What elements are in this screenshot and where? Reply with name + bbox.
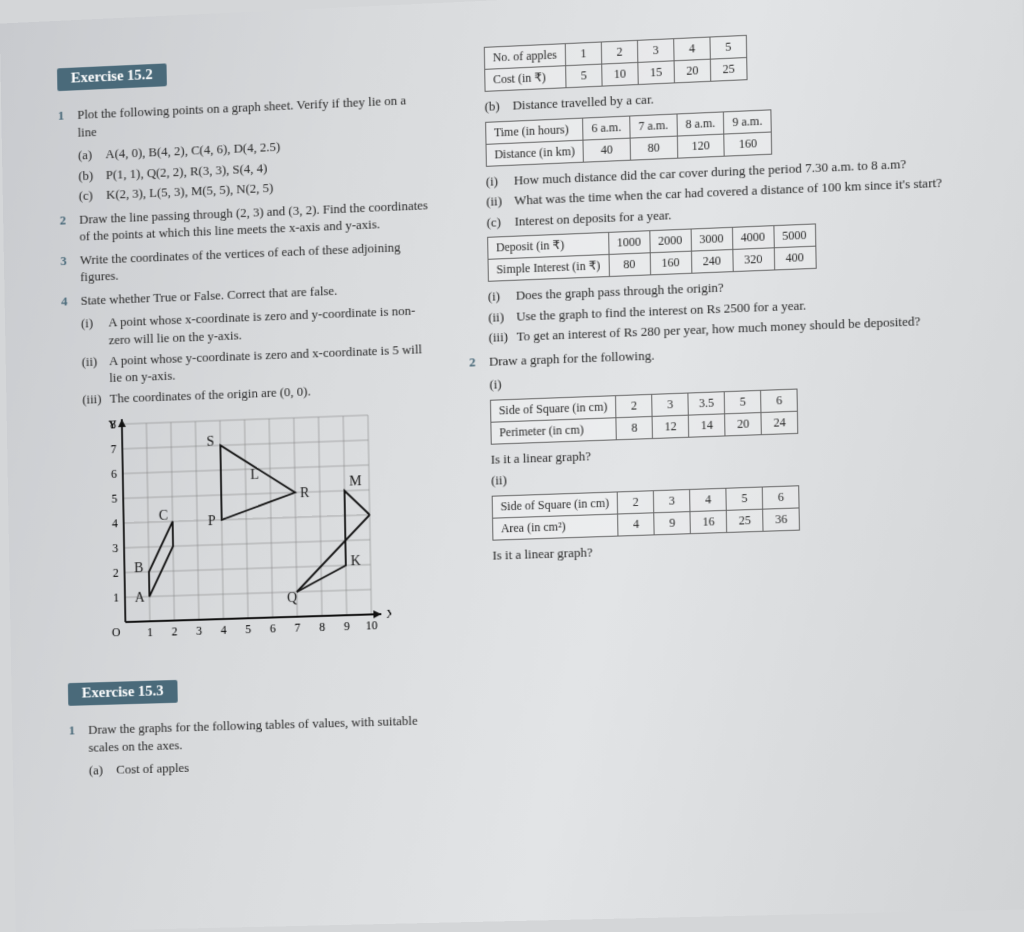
grid-svg: X Y O 123 456 789 10 123 456 78 xyxy=(92,405,392,663)
svg-text:3: 3 xyxy=(196,624,202,638)
svg-text:8: 8 xyxy=(319,620,325,634)
svg-text:4: 4 xyxy=(221,623,227,637)
q-text: Draw the graphs for the following tables… xyxy=(88,711,440,756)
distance-table: Time (in hours) 6 a.m. 7 a.m. 8 a.m. 9 a… xyxy=(485,109,772,167)
exercise-15-3-header: Exercise 15.3 xyxy=(68,680,178,706)
svg-text:6: 6 xyxy=(270,621,276,635)
svg-text:9: 9 xyxy=(344,619,350,633)
svg-text:A: A xyxy=(135,591,145,606)
svg-text:M: M xyxy=(349,474,362,489)
sub-a: (a)Cost of apples xyxy=(89,752,441,779)
svg-text:K: K xyxy=(351,554,361,569)
svg-text:4: 4 xyxy=(112,516,118,530)
textbook-page: Exercise 15.2 1 Plot the following point… xyxy=(0,0,1024,932)
q-num: 1 xyxy=(69,721,89,756)
svg-text:3: 3 xyxy=(112,541,118,555)
q-num: 1 xyxy=(58,106,78,142)
svg-text:5: 5 xyxy=(245,622,251,636)
svg-text:6: 6 xyxy=(111,467,117,481)
svg-text:1: 1 xyxy=(113,591,119,605)
interest-table: Deposit (in ₹) 1000 2000 3000 4000 5000 … xyxy=(487,224,817,282)
svg-text:7: 7 xyxy=(111,442,117,456)
svg-text:O: O xyxy=(112,625,121,639)
coordinate-grid-figure: X Y O 123 456 789 10 123 456 78 xyxy=(92,403,438,667)
svg-text:L: L xyxy=(250,468,259,483)
q-num: 2 xyxy=(469,353,489,371)
svg-text:2: 2 xyxy=(113,566,119,580)
q-text: Draw the line passing through (2, 3) and… xyxy=(79,196,431,245)
svg-text:R: R xyxy=(300,486,310,501)
right-column: No. of apples 1 2 3 4 5 Cost (in ₹) 5 10… xyxy=(445,17,1017,902)
svg-text:2: 2 xyxy=(171,625,177,639)
svg-text:8: 8 xyxy=(110,418,116,432)
svg-text:B: B xyxy=(134,561,143,576)
q-text: Write the coordinates of the vertices of… xyxy=(80,237,432,286)
square-perimeter-table: Side of Square (in cm) 2 3 3.5 5 6 Perim… xyxy=(490,388,799,444)
svg-text:X: X xyxy=(386,607,392,621)
svg-text:1: 1 xyxy=(147,625,153,639)
svg-text:7: 7 xyxy=(294,621,300,635)
svg-text:5: 5 xyxy=(111,492,117,506)
svg-text:10: 10 xyxy=(366,618,378,632)
exercise-15-2-header: Exercise 15.2 xyxy=(57,63,167,91)
svg-text:Q: Q xyxy=(287,591,297,606)
q-num: 4 xyxy=(61,292,81,310)
apples-table: No. of apples 1 2 3 4 5 Cost (in ₹) 5 10… xyxy=(483,35,747,92)
left-column: Exercise 15.2 1 Plot the following point… xyxy=(39,43,460,912)
q-num: 3 xyxy=(60,251,80,286)
square-area-table: Side of Square (in cm) 2 3 4 5 6 Area (i… xyxy=(491,485,800,540)
ex2-question-1: 1 Draw the graphs for the following tabl… xyxy=(69,711,440,756)
svg-text:P: P xyxy=(208,514,216,529)
q-num: 2 xyxy=(60,211,80,247)
svg-text:C: C xyxy=(159,509,168,524)
svg-text:S: S xyxy=(206,435,214,450)
